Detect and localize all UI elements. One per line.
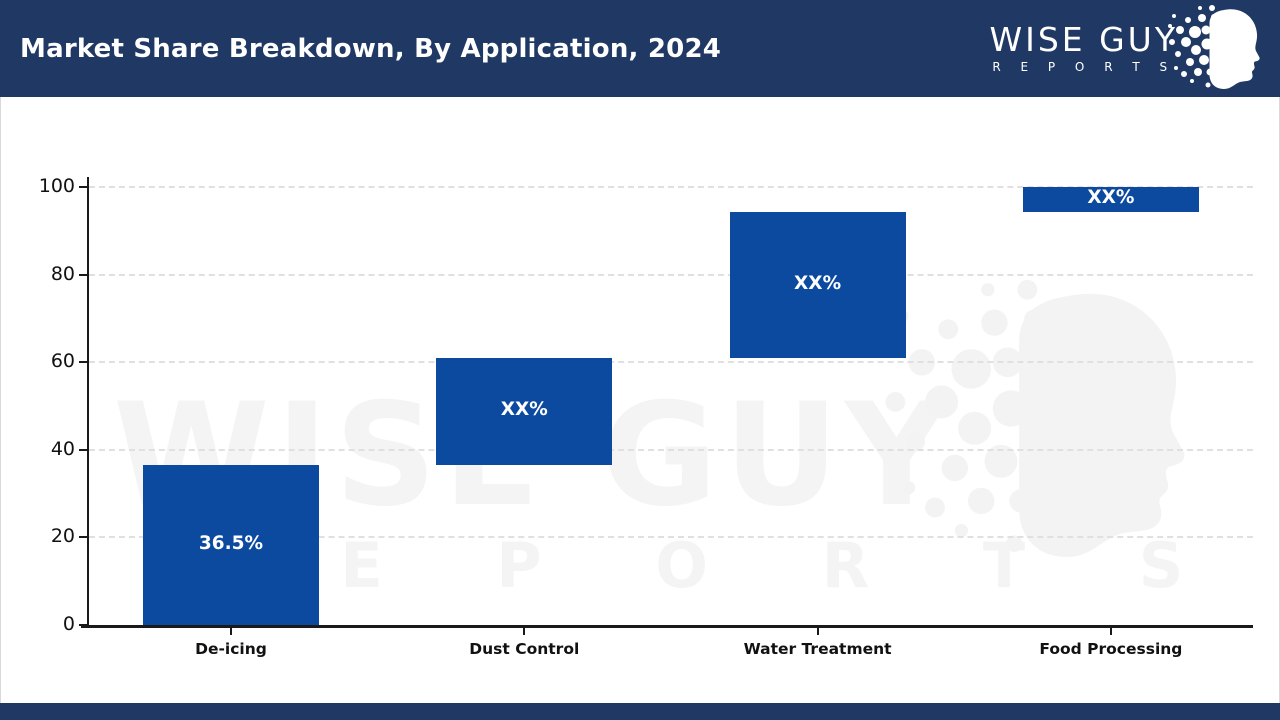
y-tick-40 bbox=[79, 448, 87, 451]
gridline-60 bbox=[89, 361, 1253, 364]
gridline-100 bbox=[89, 186, 1253, 188]
x-category-label-dust-control: Dust Control bbox=[469, 640, 580, 658]
y-tick-label-0: 0 bbox=[62, 613, 75, 635]
y-tick-label-80: 80 bbox=[50, 262, 75, 285]
x-tick-dust-control bbox=[523, 628, 526, 635]
head-profile-icon bbox=[1168, 4, 1260, 89]
bar-value-label-dust-control: XX% bbox=[500, 399, 548, 421]
y-tick-label-100: 100 bbox=[38, 175, 75, 197]
chart-title: Market Share Breakdown, By Application, … bbox=[20, 33, 722, 64]
brand-logo-text: WISE GUY R E P O R T S bbox=[989, 23, 1178, 74]
gridline-20 bbox=[89, 536, 1253, 539]
watermark-head-icon bbox=[882, 279, 1185, 557]
chart-area: WISE GUY R E P O R T S 0 20 40 60 80 100 36.5%… bbox=[0, 97, 1280, 703]
bar-value-label-de-icing: 36.5% bbox=[198, 533, 264, 555]
y-tick-20 bbox=[79, 536, 87, 539]
x-category-label-de-icing: De-icing bbox=[195, 640, 267, 658]
y-tick-60 bbox=[79, 361, 87, 364]
y-tick-label-20: 20 bbox=[50, 525, 75, 548]
bar-dust-control bbox=[436, 357, 613, 466]
bar-value-label-food-processing: XX% bbox=[1087, 187, 1135, 209]
brand-logo: WISE GUY R E P O R T S bbox=[989, 4, 1264, 94]
bar-value-label-water-treatment: XX% bbox=[794, 272, 842, 294]
y-tick-100 bbox=[79, 186, 87, 188]
footer-bar bbox=[0, 703, 1280, 720]
y-tick-label-60: 60 bbox=[50, 350, 75, 373]
bar-de-icing bbox=[143, 465, 319, 625]
bar-food-processing bbox=[1022, 187, 1199, 212]
brand-subtitle: R E P O R T S bbox=[992, 60, 1176, 74]
x-axis-line bbox=[81, 625, 1253, 628]
gridline-40 bbox=[89, 448, 1253, 451]
x-category-label-food-processing: Food Processing bbox=[1039, 640, 1183, 658]
bar-water-treatment bbox=[729, 211, 906, 358]
y-tick-label-40: 40 bbox=[50, 437, 75, 460]
x-tick-food-processing bbox=[1109, 628, 1112, 635]
x-category-label-water-treatment: Water Treatment bbox=[743, 640, 892, 658]
x-tick-de-icing bbox=[230, 628, 232, 635]
x-tick-water-treatment bbox=[816, 628, 819, 635]
header-bar: Market Share Breakdown, By Application, … bbox=[0, 0, 1280, 97]
brand-name: WISE GUY bbox=[989, 20, 1178, 59]
gridline-80 bbox=[89, 273, 1253, 276]
y-axis-line bbox=[87, 177, 89, 627]
y-tick-80 bbox=[79, 273, 87, 276]
